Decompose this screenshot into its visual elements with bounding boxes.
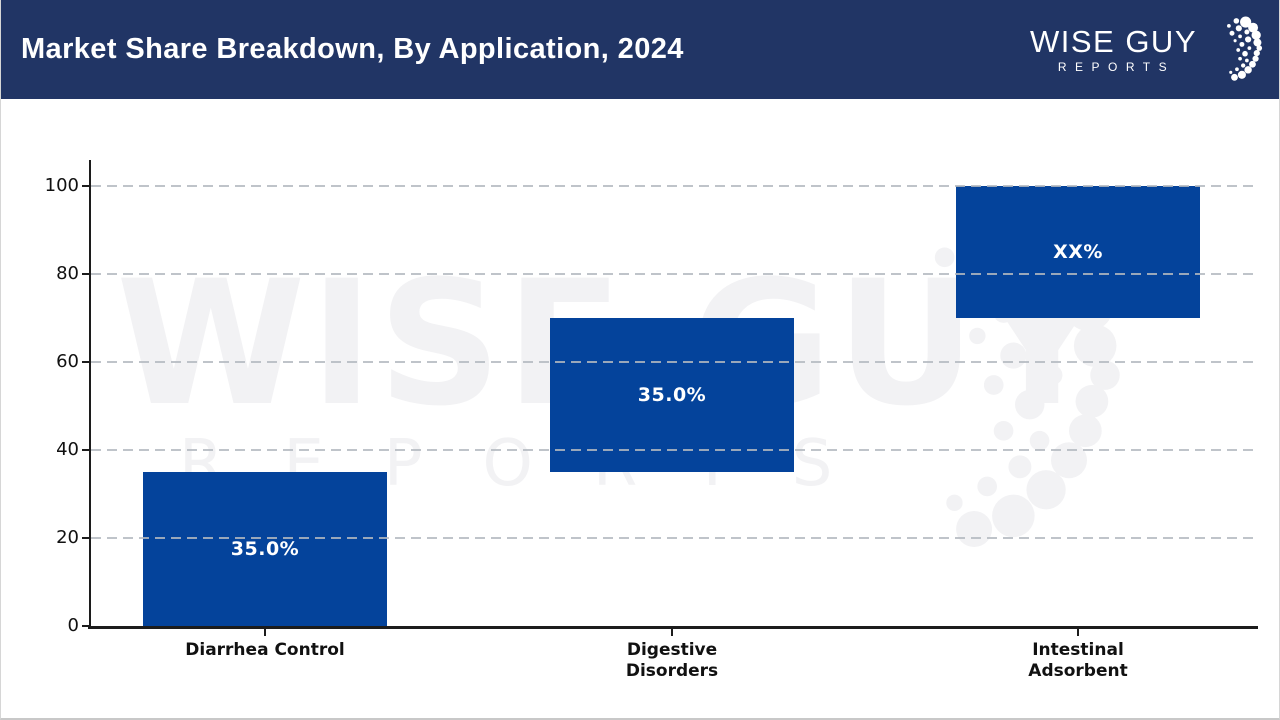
y-tick-mark-100	[82, 185, 89, 187]
x-category-label-0: Diarrhea Control	[185, 640, 345, 660]
x-category-label-2: Intestinal Adsorbent	[1028, 640, 1128, 681]
bar-digestive-disorders: 35.0%	[550, 318, 794, 472]
y-tick-label-100: 100	[44, 175, 79, 196]
x-tick-mark-2	[1077, 629, 1079, 636]
y-tick-label-40: 40	[56, 439, 79, 460]
y-tick-label-0: 0	[67, 615, 79, 636]
y-axis-line	[89, 160, 91, 628]
y-tick-mark-0	[82, 625, 89, 627]
logo-wordmark: WISE GUY	[1029, 24, 1197, 59]
y-tick-mark-40	[82, 449, 89, 451]
wise-guy-reports-logo: WISE GUY REPORTS	[1030, 9, 1263, 91]
bar-diarrhea-control: 35.0%	[143, 472, 387, 626]
gridline-40	[91, 449, 1256, 451]
bar-value-label: 35.0%	[637, 384, 707, 406]
x-axis-line	[88, 626, 1258, 629]
x-tick-mark-0	[264, 629, 266, 636]
y-tick-label-60: 60	[56, 351, 79, 372]
gridline-60	[91, 361, 1256, 363]
y-tick-mark-20	[82, 537, 89, 539]
x-tick-mark-1	[671, 629, 673, 636]
bar-value-label: XX%	[1053, 241, 1103, 263]
logo-subtext: REPORTS	[1057, 60, 1176, 74]
header-bar: Market Share Breakdown, By Application, …	[1, 0, 1279, 99]
y-tick-label-20: 20	[56, 527, 79, 548]
y-tick-mark-80	[82, 273, 89, 275]
bar-intestinal-adsorbent: XX%	[956, 186, 1200, 318]
bar-value-label: 35.0%	[230, 538, 300, 560]
y-tick-label-80: 80	[56, 263, 79, 284]
x-category-label-1: Digestive Disorders	[625, 640, 719, 681]
logo-text: WISE GUY REPORTS	[1030, 26, 1197, 73]
y-tick-mark-60	[82, 361, 89, 363]
gridline-80	[91, 273, 1256, 275]
page-title: Market Share Breakdown, By Application, …	[21, 33, 684, 65]
logo-dotted-head-icon	[1227, 16, 1263, 81]
gridline-20	[91, 537, 1256, 539]
gridline-100	[91, 185, 1256, 187]
